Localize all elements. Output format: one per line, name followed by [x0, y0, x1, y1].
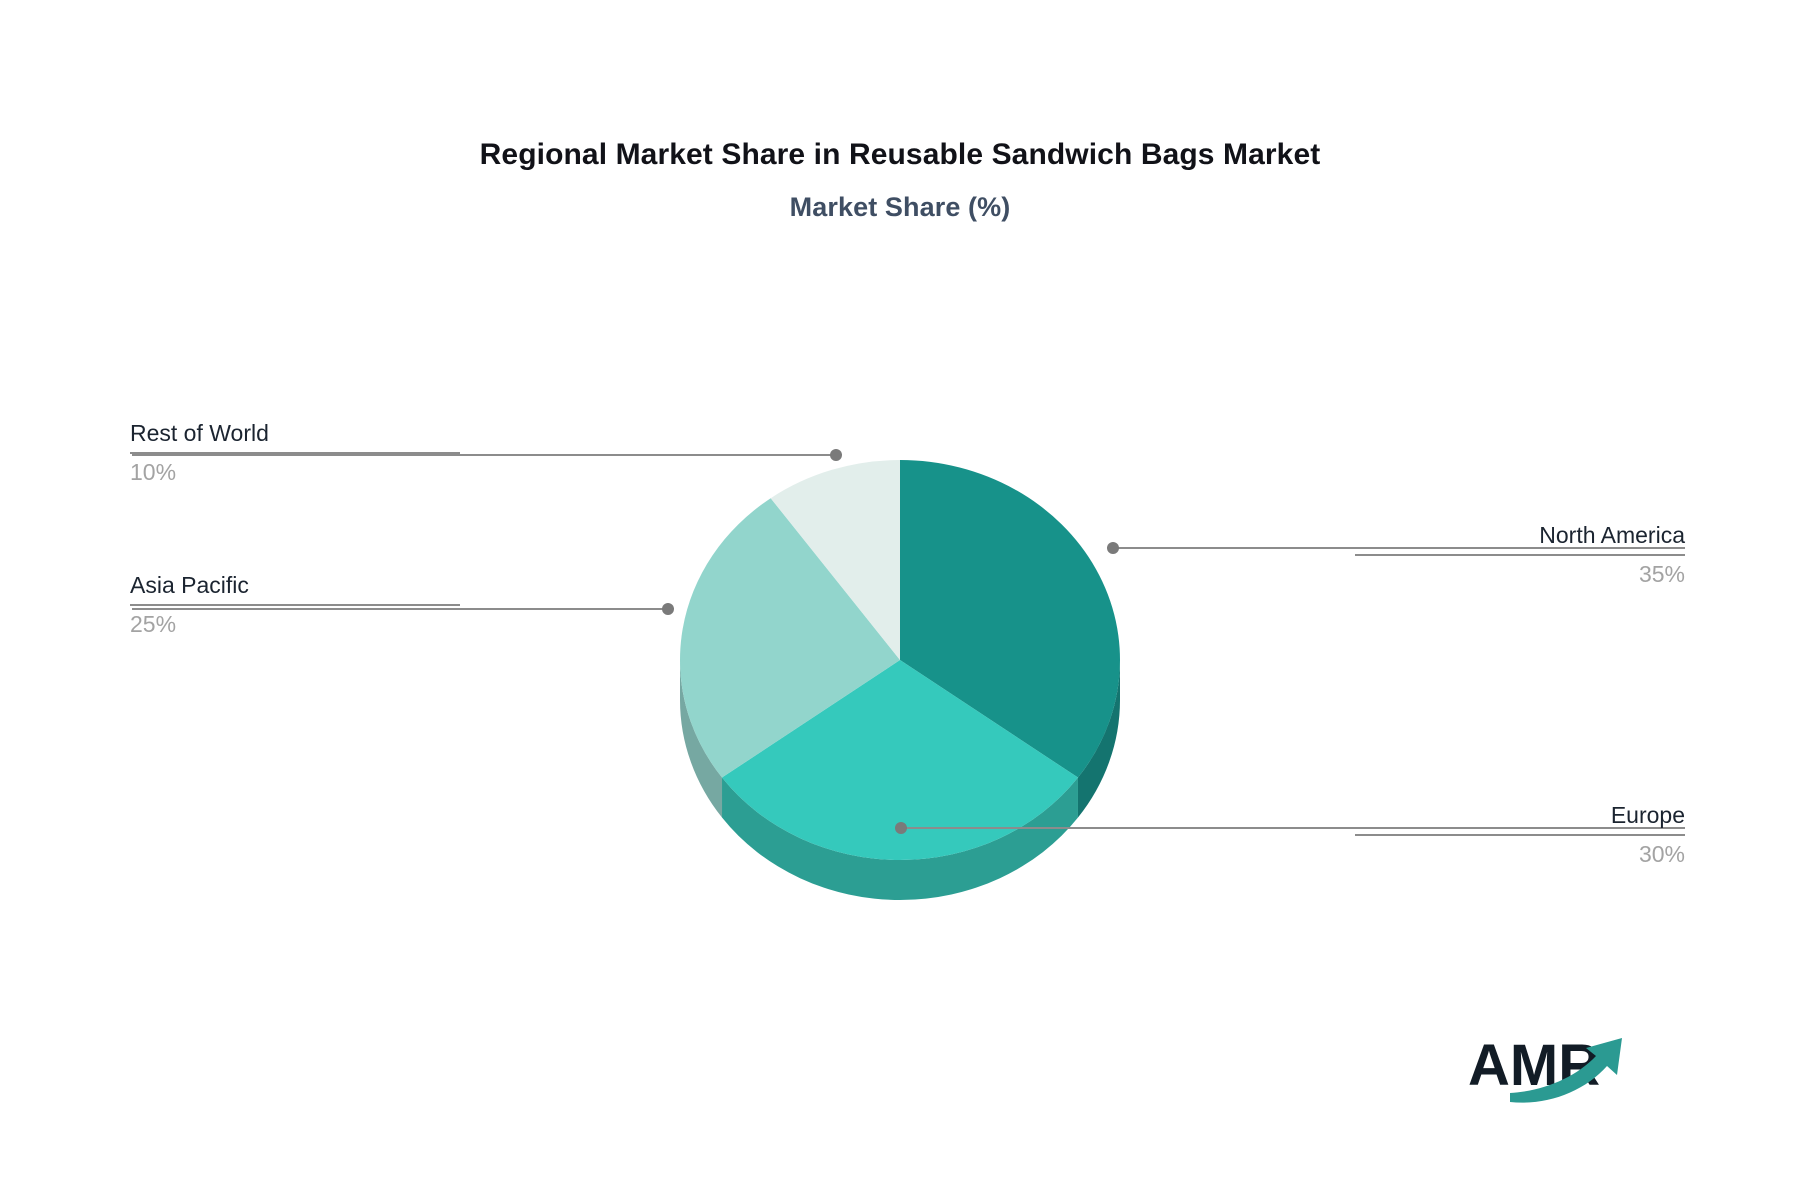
callout-label-europe: Europe	[1610, 802, 1685, 828]
pie-side-europe	[722, 777, 1078, 901]
callout-value-europe: 30%	[1638, 841, 1685, 867]
callout-north-america[interactable]: North America 35%	[1355, 520, 1685, 589]
page-title: Regional Market Share in Reusable Sandwi…	[479, 138, 1321, 171]
callout-label-rest-of-world: Rest of World	[130, 420, 269, 446]
pie-side-north-america	[1077, 660, 1120, 818]
callout-asia-pacific[interactable]: Asia Pacific 25%	[130, 570, 460, 639]
callout-rule-north-america	[1355, 554, 1685, 556]
callout-rule-rest-of-world	[130, 452, 460, 454]
leader-dot-asia-pacific	[662, 603, 674, 615]
callout-value-north-america: 35%	[1638, 561, 1685, 587]
callout-value-asia-pacific: 25%	[130, 611, 177, 637]
chart-subtitle: Market Share (%)	[789, 192, 1011, 222]
callout-rule-europe	[1355, 834, 1685, 836]
amr-logo: AMR	[1468, 1030, 1646, 1104]
pie-leader-lines	[132, 449, 1685, 834]
amr-arrow-icon	[1510, 1038, 1622, 1103]
callout-rule-asia-pacific	[130, 604, 460, 606]
pie-slice-europe[interactable]	[722, 660, 1078, 861]
pie-top-face	[680, 460, 1120, 861]
callout-value-rest-of-world: 10%	[130, 459, 177, 485]
leader-dot-north-america	[1107, 542, 1119, 554]
pie-3d-depth	[680, 660, 1120, 901]
callout-label-asia-pacific: Asia Pacific	[130, 572, 249, 598]
callout-rest-of-world[interactable]: Rest of World 10%	[130, 418, 460, 487]
callout-europe[interactable]: Europe 30%	[1355, 800, 1685, 869]
pie-slice-north-america[interactable]	[900, 460, 1120, 778]
pie-slice-asia-pacific[interactable]	[680, 498, 900, 778]
leader-dot-europe	[895, 822, 907, 834]
leader-dot-rest-of-world	[830, 449, 842, 461]
pie-slice-rest-of-world[interactable]	[770, 460, 900, 660]
amr-logo-text: AMR	[1468, 1033, 1600, 1098]
amr-logo-svg: AMR	[1468, 1033, 1622, 1103]
callout-label-north-america: North America	[1539, 522, 1685, 548]
pie-side-asia-pacific	[680, 660, 723, 818]
